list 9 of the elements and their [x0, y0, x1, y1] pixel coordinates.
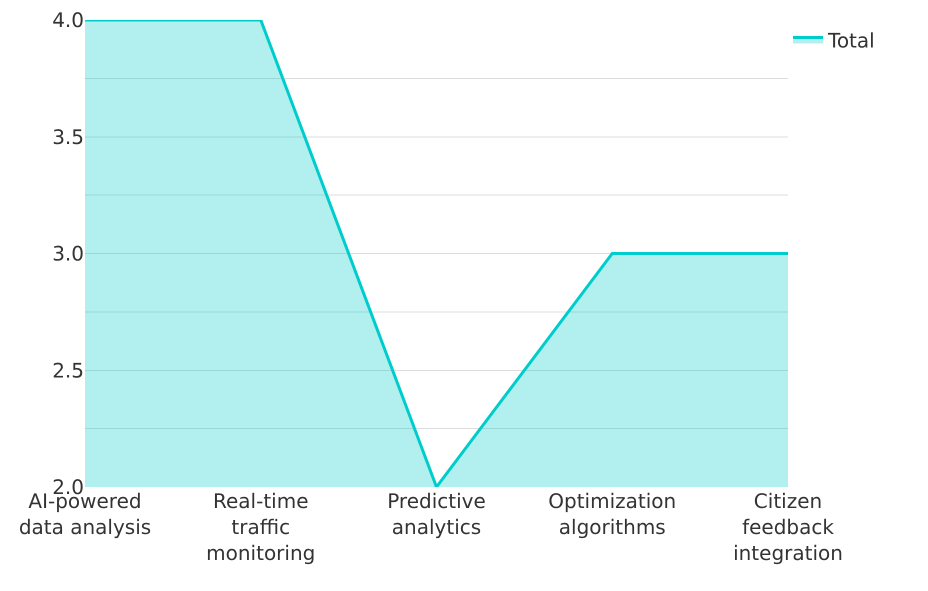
x-tick-label: Real-time traffic monitoring	[206, 489, 316, 565]
x-tick-label: Predictive analytics	[387, 489, 486, 539]
legend-label: Total	[827, 28, 875, 52]
y-tick-label: 3.0	[52, 242, 84, 266]
y-tick-label: 4.0	[52, 8, 84, 32]
y-tick-label: 3.5	[52, 124, 84, 149]
x-tick-label: Citizen feedback integration	[733, 489, 843, 565]
y-tick-label: 2.5	[52, 358, 84, 382]
x-tick-label: Optimization algorithms	[548, 489, 676, 539]
